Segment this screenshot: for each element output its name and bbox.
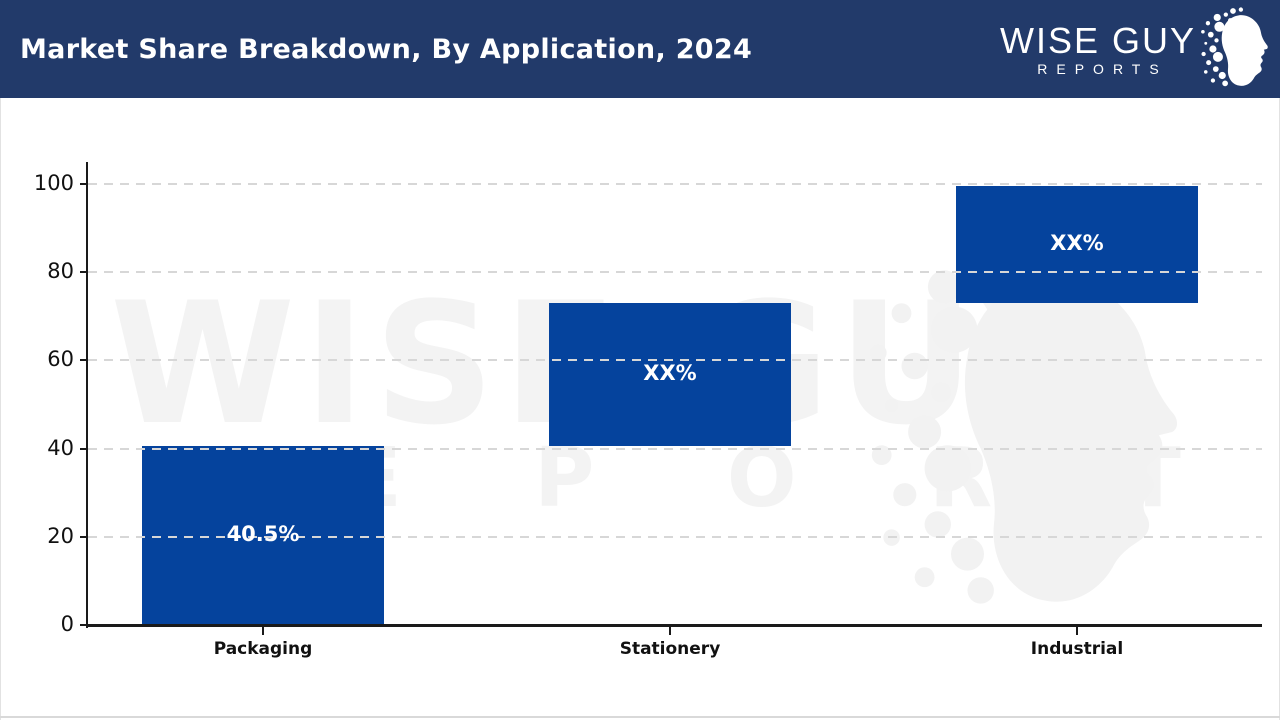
y-axis-tick-60 bbox=[80, 359, 88, 362]
x-axis-tick-packaging bbox=[262, 627, 264, 635]
gridline-40 bbox=[88, 447, 1262, 450]
page-title: Market Share Breakdown, By Application, … bbox=[20, 33, 753, 65]
y-axis-tick-label-100: 100 bbox=[33, 171, 74, 195]
x-category-label-industrial: Industrial bbox=[1030, 639, 1124, 659]
x-category-label-packaging: Packaging bbox=[213, 639, 313, 659]
header-bar: Market Share Breakdown, By Application, … bbox=[0, 0, 1280, 98]
bar-stationery bbox=[549, 303, 791, 447]
y-axis-tick-80 bbox=[80, 271, 88, 274]
gridline-20 bbox=[88, 535, 1262, 538]
x-axis-spine bbox=[88, 624, 1262, 627]
bar-value-label-stationery: XX% bbox=[643, 360, 697, 385]
bottom-border-rule bbox=[0, 716, 1280, 718]
y-axis-tick-label-20: 20 bbox=[47, 523, 74, 548]
bar-value-label-packaging: 40.5% bbox=[226, 521, 300, 546]
y-axis-tick-100 bbox=[80, 183, 88, 185]
logo-brand-name: WISE GUY bbox=[999, 19, 1196, 61]
y-axis-tick-label-80: 80 bbox=[47, 259, 74, 284]
gridline-100 bbox=[88, 183, 1262, 185]
y-axis-tick-label-0: 0 bbox=[60, 612, 74, 636]
logo-brand-subtitle: REPORTS bbox=[1037, 60, 1168, 77]
wiseguy-logo-text: WISE GUY REPORTS bbox=[999, 19, 1196, 77]
wiseguy-logo: WISE GUY REPORTS bbox=[1000, 0, 1274, 98]
y-axis-spine bbox=[86, 162, 88, 628]
y-axis-tick-label-40: 40 bbox=[47, 435, 74, 460]
y-axis-tick-20 bbox=[80, 535, 88, 538]
gridline-80 bbox=[88, 271, 1262, 274]
x-axis-tick-stationery bbox=[669, 627, 671, 635]
left-border-rule bbox=[0, 98, 1, 720]
x-category-label-stationery: Stationery bbox=[619, 639, 721, 659]
gridline-60 bbox=[88, 359, 1262, 362]
y-axis-tick-0 bbox=[80, 624, 88, 626]
x-axis-tick-industrial bbox=[1076, 627, 1078, 635]
y-axis-tick-40 bbox=[80, 447, 88, 450]
bar-value-label-industrial: XX% bbox=[1050, 230, 1104, 255]
y-axis-tick-label-60: 60 bbox=[47, 347, 74, 372]
bar-packaging bbox=[142, 446, 384, 625]
